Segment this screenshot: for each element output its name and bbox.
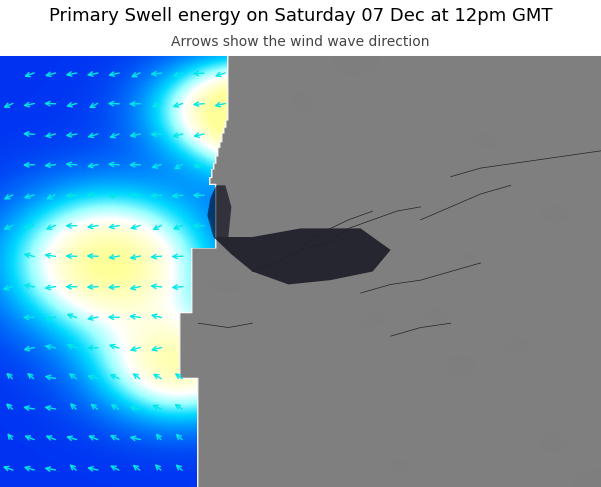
Text: Primary Swell energy on Saturday 07 Dec at 12pm GMT: Primary Swell energy on Saturday 07 Dec … bbox=[49, 7, 552, 25]
Polygon shape bbox=[213, 228, 391, 284]
Polygon shape bbox=[207, 186, 231, 237]
Text: Arrows show the wind wave direction: Arrows show the wind wave direction bbox=[171, 35, 430, 49]
